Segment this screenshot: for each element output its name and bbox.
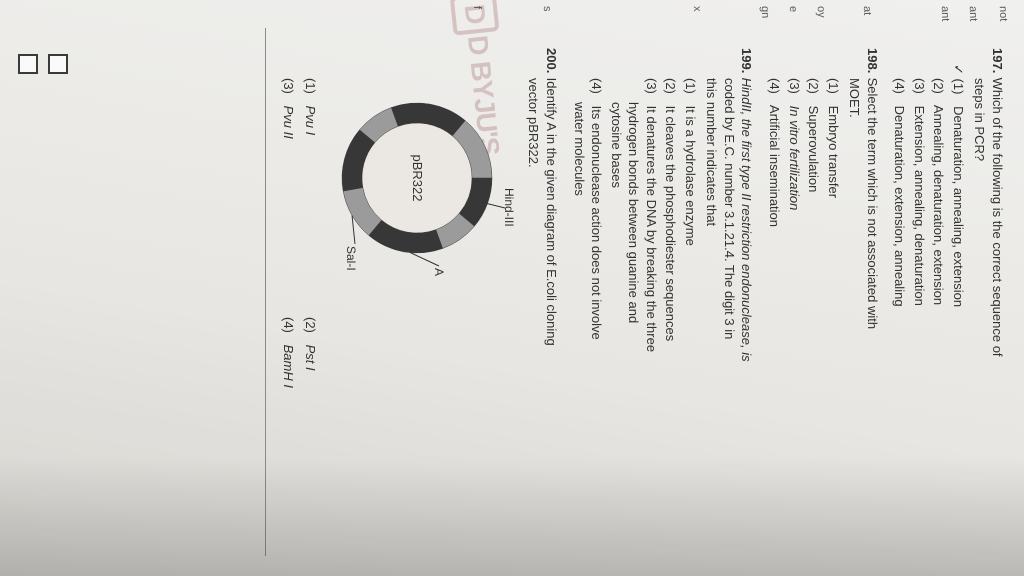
option-3: (3) It denatures the DNA by breaking the…: [607, 78, 660, 556]
plasmid-figure: pBR322 Hind-III A Sal-I: [327, 78, 517, 556]
question-number: 197.: [988, 48, 1006, 74]
option-text: BamH I: [281, 345, 296, 388]
option-label: (2): [805, 78, 823, 102]
question-stem: Identify A in the given diagram of E.col…: [544, 78, 559, 346]
question-stem: steps in PCR?: [972, 78, 987, 161]
figure-label-a: A: [431, 268, 447, 276]
question-199: 199. HindII, the first type II restricti…: [570, 48, 755, 556]
option-text: In vitro fertilization: [787, 106, 802, 211]
figure-label-hind3: Hind-III: [501, 188, 517, 227]
option-text: Denaturation, extension, annealing: [892, 106, 907, 307]
figure-label-sal1: Sal-I: [343, 246, 359, 271]
question-200: 200. Identify A in the given diagram of …: [278, 48, 560, 556]
option-label: (2): [301, 317, 319, 341]
margin-fragment: at: [859, 6, 874, 16]
option-label: (4): [891, 78, 909, 102]
margin-fragment: not: [995, 6, 1010, 22]
option-4: (4) Its endonuclease action does not inv…: [570, 78, 605, 556]
option-label: (2): [930, 78, 948, 102]
margin-fragment: e: [785, 6, 800, 13]
option-text: Its endonuclease action does not involve: [589, 106, 604, 340]
option-3: (3) In vitro fertilization: [785, 78, 803, 556]
question-stem: this number indicates that: [704, 78, 719, 226]
option-label: (1): [301, 78, 319, 102]
option-text: Embryo transfer: [826, 106, 841, 198]
option-text: Annealing, denaturation, extension: [931, 105, 946, 305]
option-4: (4) Denaturation, extension, annealing: [891, 78, 909, 556]
question-stem: coded by E.C. number 3.1.21.4. The digit…: [722, 78, 737, 339]
exam-page: not ant ant at oy e gn x s f DD BYJU'S 1…: [0, 0, 1024, 576]
answer-checkbox[interactable]: [48, 54, 68, 74]
option-text: Artificial insemination: [767, 105, 782, 227]
option-3: (3) Pvu II: [280, 78, 298, 317]
option-1: (1) Embryo transfer: [824, 78, 842, 556]
option-label: (3): [642, 78, 660, 102]
option-label: (3): [280, 78, 298, 102]
option-text: water molecules: [572, 102, 587, 196]
option-label: (4): [588, 78, 606, 102]
question-number: 200.: [542, 48, 560, 74]
option-text: It is a hydrolase enzyme: [683, 106, 698, 246]
option-4: (4) BamH I: [280, 317, 298, 556]
option-label: (1): [824, 78, 842, 102]
option-label: (3): [785, 78, 803, 102]
question-number: 198.: [863, 48, 881, 74]
question-198: 198. Select the term which is not associ…: [765, 48, 880, 556]
option-1: (1) It is a hydrolase enzyme: [681, 78, 699, 556]
option-label: (4): [765, 78, 783, 102]
option-4: (4) Artificial insemination: [765, 78, 783, 556]
option-label: (2): [662, 78, 680, 102]
option-label: (1): [949, 79, 967, 103]
option-label: (4): [280, 317, 298, 341]
answer-checkbox[interactable]: [18, 54, 38, 74]
option-2: (2) Pst I: [301, 317, 319, 556]
option-text: Pvu I: [303, 106, 318, 136]
margin-fragment: ant: [965, 6, 980, 22]
question-stem: MOET.: [847, 78, 862, 118]
option-2: (2) It cleaves the phosphodiester sequen…: [662, 78, 680, 556]
option-text: hydrogen bonds between guanine and: [626, 102, 641, 323]
option-text: Pst I: [303, 345, 318, 371]
option-1: (1) Pvu I: [301, 78, 319, 317]
option-text: Pvu II: [281, 106, 296, 139]
svg-text:pBR322: pBR322: [410, 155, 425, 202]
option-2: (2) Superovulation: [805, 78, 823, 556]
margin-fragment: oy: [813, 6, 828, 18]
question-stem: vector pBR322.: [526, 78, 541, 168]
question-197: 197. Which of the following is the corre…: [891, 48, 1006, 556]
question-stem: Which of the following is the correct se…: [990, 78, 1005, 357]
section-rule: [265, 28, 266, 556]
option-text: Denaturation, annealing, extension: [951, 106, 966, 307]
margin-fragment: ant: [937, 6, 952, 22]
option-3: (3) Extension, annealing, denaturation: [910, 78, 928, 556]
option-label: (1): [681, 78, 699, 102]
question-number: 199.: [738, 48, 756, 74]
question-stem: HindII, the first type II restriction en…: [739, 78, 754, 362]
option-text: Superovulation: [806, 106, 821, 193]
margin-fragment: x: [689, 6, 704, 12]
option-2: (2) Annealing, denaturation, extension: [930, 78, 948, 556]
option-label: (3): [910, 78, 928, 102]
option-text: It cleaves the phosphodiester sequences: [663, 106, 678, 342]
option-text: Extension, annealing, denaturation: [912, 106, 927, 306]
margin-fragment: gn: [757, 6, 772, 19]
option-text: cytosine bases: [609, 102, 624, 188]
option-1: ✓ (1) Denaturation, annealing, extension: [949, 78, 967, 556]
margin-fragment: s: [539, 6, 554, 12]
option-text: It denatures the DNA by breaking the thr…: [644, 106, 659, 352]
question-stem: Select the term which is not associated …: [865, 78, 880, 329]
